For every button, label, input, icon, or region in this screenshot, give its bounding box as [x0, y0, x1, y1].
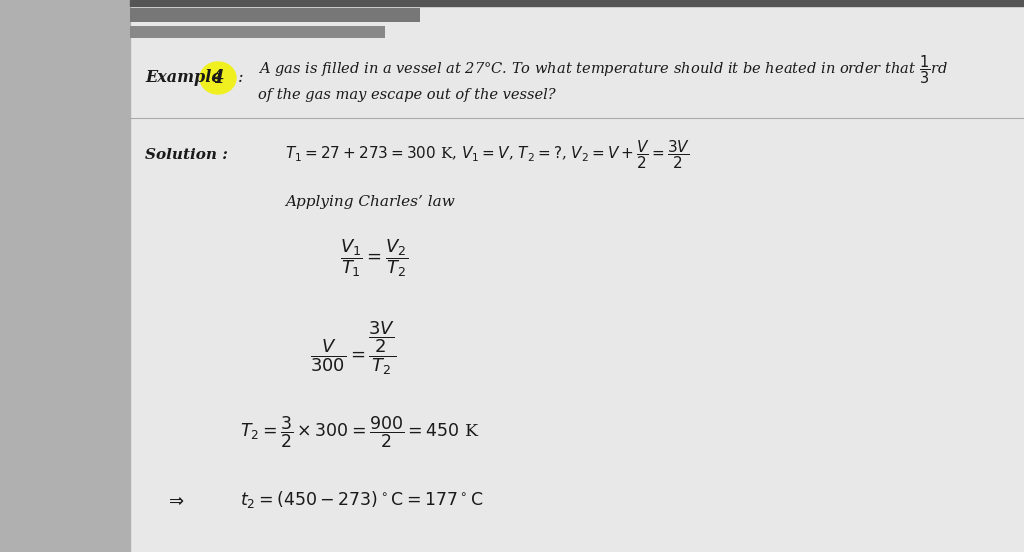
Polygon shape	[130, 8, 420, 22]
Text: of the gas may escape out of the vessel?: of the gas may escape out of the vessel?	[258, 88, 556, 102]
Polygon shape	[130, 26, 385, 38]
Bar	[130, 0, 1024, 6]
Text: :: :	[238, 70, 244, 87]
Text: $T_2 = \dfrac{3}{2} \times 300 = \dfrac{900}{2} = 450$ K: $T_2 = \dfrac{3}{2} \times 300 = \dfrac{…	[240, 415, 480, 450]
Text: Applying Charles’ law: Applying Charles’ law	[285, 195, 455, 209]
Text: $t_2 = (450 - 273)^\circ\mathrm{C} = 177^\circ\mathrm{C}$: $t_2 = (450 - 273)^\circ\mathrm{C} = 177…	[240, 490, 483, 511]
Ellipse shape	[200, 62, 236, 94]
Text: Solution :: Solution :	[145, 148, 228, 162]
Text: $T_1 = 27 + 273 = 300$ K, $V_1 = V$, $T_2 = ?$, $V_2 = V + \dfrac{V}{2} = \dfrac: $T_1 = 27 + 273 = 300$ K, $V_1 = V$, $T_…	[285, 139, 690, 171]
Bar	[0, 0, 130, 552]
Text: $\dfrac{V}{300} = \dfrac{\dfrac{3V}{2}}{T_2}$: $\dfrac{V}{300} = \dfrac{\dfrac{3V}{2}}{…	[310, 320, 396, 376]
Text: A gas is filled in a vessel at 27°C. To what temperature should it be heated in : A gas is filled in a vessel at 27°C. To …	[258, 54, 948, 86]
Text: $\Rightarrow$: $\Rightarrow$	[165, 491, 184, 509]
Text: 4: 4	[212, 69, 224, 87]
FancyBboxPatch shape	[130, 0, 1024, 552]
Text: $\dfrac{V_1}{T_1} = \dfrac{V_2}{T_2}$: $\dfrac{V_1}{T_1} = \dfrac{V_2}{T_2}$	[340, 237, 408, 279]
Text: Example: Example	[145, 70, 221, 87]
